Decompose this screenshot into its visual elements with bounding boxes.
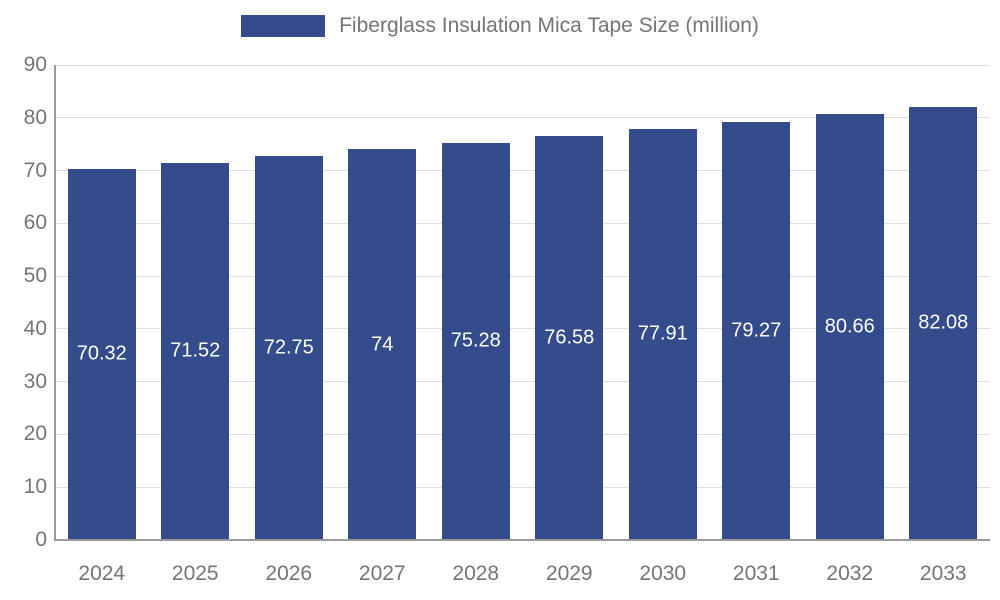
x-tick-label: 2033 — [919, 562, 967, 585]
gridline — [55, 170, 990, 172]
y-tick-label: 50 — [23, 264, 47, 288]
bar: 74 — [348, 149, 417, 540]
gridline — [55, 222, 990, 224]
bar: 70.32 — [67, 168, 136, 540]
bar-value-label: 79.27 — [731, 319, 782, 342]
bar: 72.75 — [254, 156, 323, 540]
bar-value-label: 74 — [371, 333, 394, 356]
y-tick-label: 20 — [23, 422, 47, 446]
gridline — [55, 117, 990, 119]
gridline — [55, 275, 990, 277]
bar: 77.91 — [628, 128, 697, 540]
x-tick-label: 2029 — [545, 562, 593, 585]
x-axis-line — [54, 539, 990, 541]
y-tick-label: 80 — [23, 105, 47, 129]
x-tick-label: 2024 — [78, 562, 126, 585]
bar: 75.28 — [441, 142, 510, 540]
x-tick-label: 2028 — [452, 562, 500, 585]
x-tick-label: 2030 — [639, 562, 687, 585]
gridline — [55, 328, 990, 330]
bar-value-label: 71.52 — [170, 339, 221, 362]
bar-value-label: 82.08 — [918, 311, 969, 334]
legend-swatch — [241, 15, 326, 37]
gridline — [55, 64, 990, 66]
bar: 79.27 — [722, 121, 791, 540]
x-tick-label: 2025 — [171, 562, 219, 585]
chart-legend: Fiberglass Insulation Mica Tape Size (mi… — [0, 14, 1000, 38]
gridline — [55, 433, 990, 435]
gridline — [55, 381, 990, 383]
y-tick-label: 90 — [23, 53, 47, 76]
bar-value-label: 80.66 — [824, 315, 875, 338]
x-tick-label: 2032 — [826, 562, 874, 585]
y-axis-line — [54, 65, 56, 540]
x-tick-label: 2031 — [732, 562, 780, 585]
bar-value-label: 76.58 — [544, 326, 595, 349]
bar-value-label: 77.91 — [637, 322, 688, 345]
y-tick-label: 0 — [35, 528, 47, 551]
bar: 76.58 — [535, 135, 604, 540]
y-tick-label: 60 — [23, 211, 47, 235]
y-tick-label: 40 — [23, 316, 47, 340]
bar-value-label: 75.28 — [450, 329, 501, 352]
y-tick-label: 30 — [23, 369, 47, 393]
bar: 80.66 — [815, 114, 884, 540]
bar-value-label: 70.32 — [76, 342, 127, 365]
bar: 82.08 — [909, 106, 978, 540]
y-tick-label: 70 — [23, 158, 47, 182]
chart-title: Fiberglass Insulation Mica Tape Size (mi… — [339, 14, 759, 37]
gridline — [55, 486, 990, 488]
x-tick-label: 2026 — [265, 562, 313, 585]
bar: 71.52 — [161, 162, 230, 540]
y-tick-label: 10 — [23, 475, 47, 499]
x-tick-label: 2027 — [358, 562, 406, 585]
bar-value-label: 72.75 — [263, 336, 314, 359]
